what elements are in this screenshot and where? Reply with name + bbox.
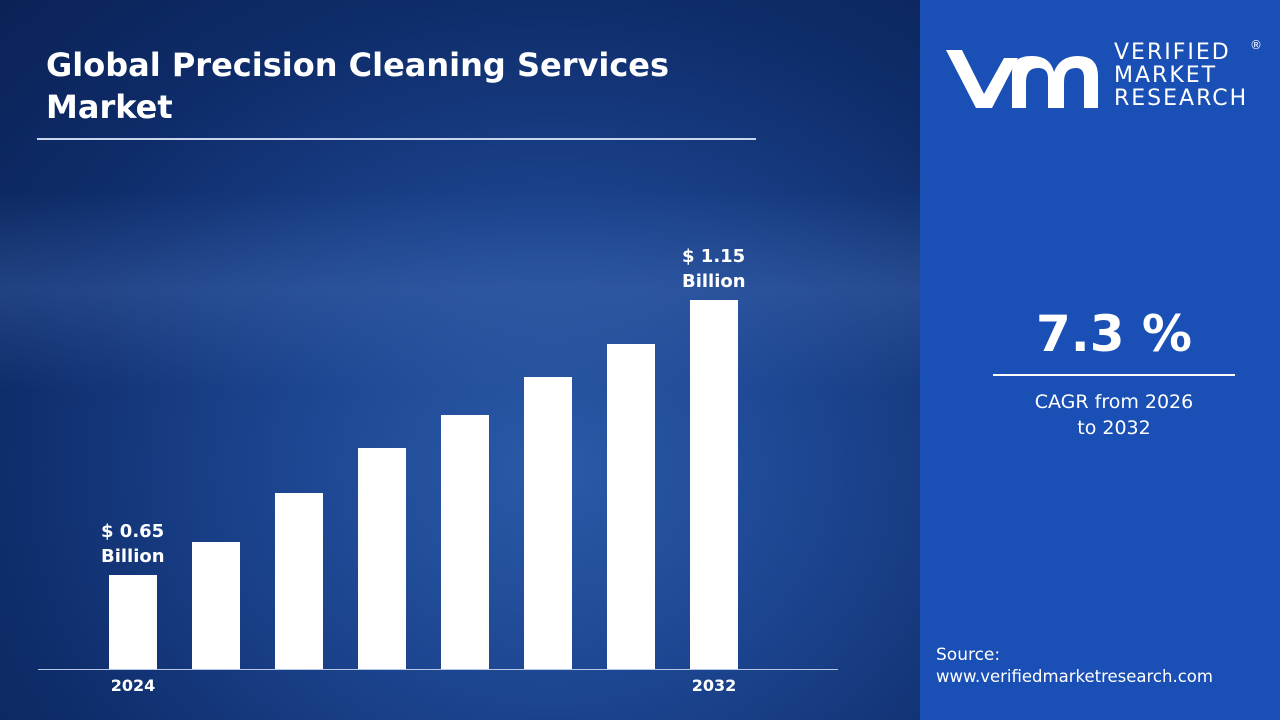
cagr-label: CAGR from 2026 to 2032 — [1034, 391, 1194, 439]
bar — [109, 575, 157, 669]
logo-line: RESEARCH — [1114, 86, 1249, 111]
source-url: www.verifiedmarketresearch.com — [936, 667, 1213, 686]
value-label: $ 0.65 Billion — [101, 521, 165, 568]
bar — [441, 415, 489, 669]
bar — [690, 299, 738, 669]
x-tick-label: 2032 — [691, 676, 737, 695]
x-tick-label: 2024 — [110, 676, 156, 695]
bar — [524, 376, 572, 669]
chart-panel: Global Precision Cleaning Services Marke… — [0, 0, 920, 720]
bar — [275, 492, 323, 669]
chart-title: Global Precision Cleaning Services Marke… — [46, 46, 670, 126]
cagr-value: 7.3 % — [1035, 305, 1193, 363]
source-label: Source: — [936, 645, 1001, 665]
logo-line: VERIFIED — [1114, 40, 1231, 65]
side-panel — [920, 0, 1280, 720]
bar — [358, 448, 406, 669]
cagr-rule — [993, 374, 1235, 376]
logo-icon — [946, 50, 1098, 108]
title-rule — [37, 138, 756, 140]
value-label: $ 1.15 Billion — [682, 245, 746, 292]
registered-mark: ® — [1250, 38, 1262, 52]
logo-line: MARKET — [1114, 63, 1218, 88]
logo-text: VERIFIED MARKET RESEARCH — [1114, 41, 1248, 110]
baseline — [38, 669, 838, 670]
background-haze — [0, 190, 920, 390]
bar — [607, 343, 655, 669]
bar — [192, 542, 240, 669]
